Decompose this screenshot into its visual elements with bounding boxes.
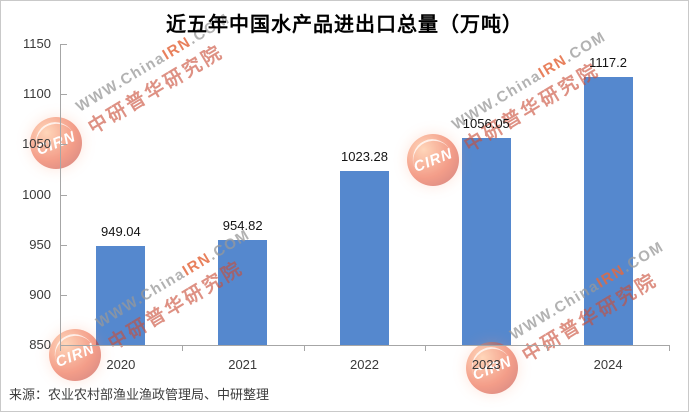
- y-axis-tick: [61, 345, 67, 346]
- bar: [461, 138, 511, 345]
- x-axis-tick: [303, 346, 305, 351]
- watermark-cn: 中研普华研究院: [84, 41, 228, 139]
- x-axis-label: 2022: [350, 357, 379, 372]
- bar: [218, 239, 268, 345]
- cirn-logo-text: CIRN: [410, 144, 456, 176]
- bar-value-label: 954.82: [222, 217, 263, 233]
- bar-value-label: 1056.05: [462, 116, 510, 132]
- x-axis-label: 2024: [593, 357, 623, 372]
- y-axis-label: 1150: [23, 36, 51, 51]
- cirn-logo-icon: CIRN: [49, 329, 101, 381]
- x-axis-tick: [60, 346, 61, 351]
- x-axis-label: 2020: [106, 357, 136, 372]
- source-note: 来源：农业农村部渔业渔政管理局、中研整理: [9, 387, 270, 402]
- x-axis-line: [60, 345, 670, 346]
- y-axis-label: 850: [29, 337, 51, 352]
- cirn-logo-icon: CIRN: [407, 134, 459, 186]
- bar-value-label: 949.04: [101, 223, 141, 239]
- bar: [583, 76, 633, 345]
- bar-value-label: 1117.2: [589, 54, 628, 70]
- x-axis-tick: [547, 346, 549, 351]
- chart-title: 近五年中国水产品进出口总量（万吨）: [166, 14, 523, 36]
- bar-value-label: 1023.28: [341, 149, 388, 165]
- y-axis-tick: [61, 294, 67, 296]
- y-axis-tick: [61, 144, 67, 146]
- y-axis-label: 1050: [22, 136, 51, 152]
- y-axis-label: 1100: [23, 86, 51, 102]
- bar: [96, 245, 146, 345]
- y-axis-tick: [61, 194, 67, 196]
- x-axis-label: 2023: [471, 357, 501, 372]
- y-axis-label: 900: [29, 286, 51, 302]
- y-axis-tick: [61, 44, 67, 45]
- x-axis-tick: [181, 346, 183, 351]
- y-axis-label: 1000: [22, 186, 51, 202]
- x-axis-tick: [425, 346, 427, 351]
- y-axis-tick: [61, 244, 67, 246]
- x-axis-tick: [669, 346, 670, 351]
- x-axis-label: 2021: [228, 357, 258, 372]
- y-axis-line: [60, 44, 61, 345]
- bar: [340, 171, 389, 345]
- y-axis-tick: [61, 94, 67, 96]
- y-axis-label: 950: [29, 236, 51, 252]
